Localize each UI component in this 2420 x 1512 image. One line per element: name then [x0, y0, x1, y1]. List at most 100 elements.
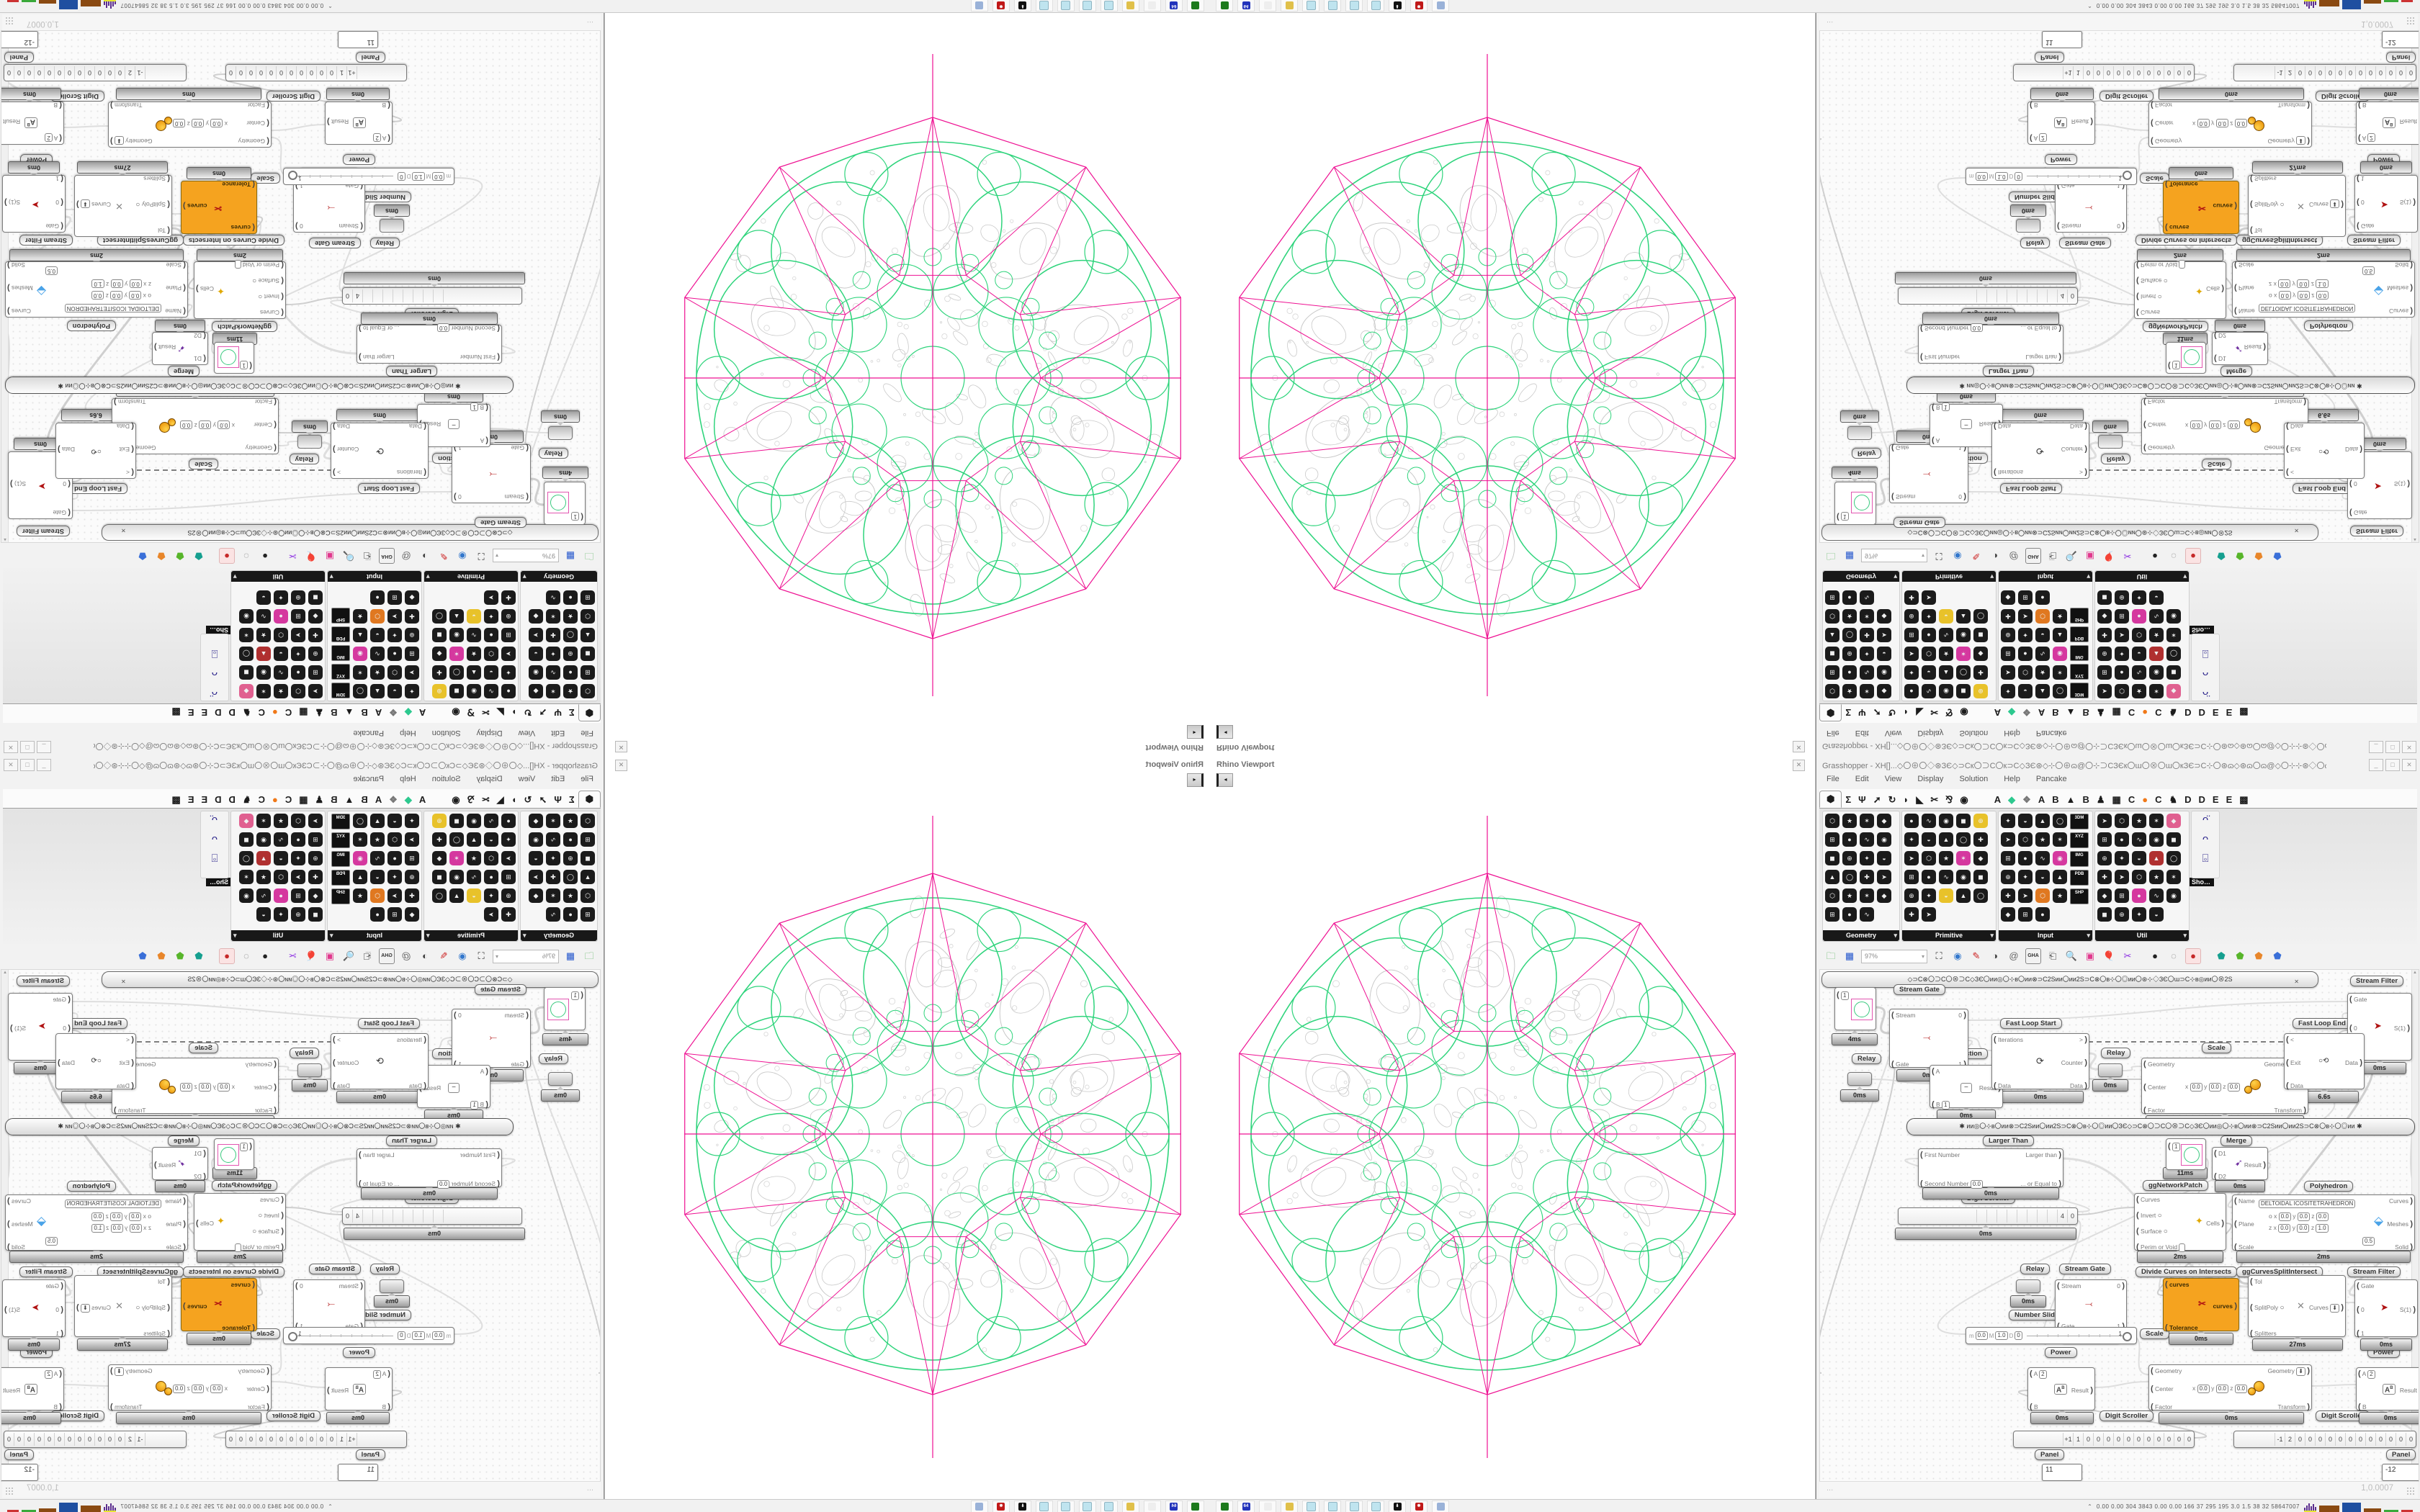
palette-icon[interactable]: ⊞	[2018, 907, 2033, 922]
component-orange[interactable]: ( curves( Tolerance curves ) ✂	[181, 1278, 257, 1332]
tab-10[interactable]: A	[418, 707, 426, 718]
palette-icon[interactable]: ◯	[1973, 609, 1988, 624]
menu-edit[interactable]: Edit	[1855, 775, 1869, 783]
digit-cell[interactable]	[373, 1210, 383, 1223]
goggles-info-icon[interactable]: ᴖ̈	[2202, 686, 2209, 698]
digit-scroller-widget[interactable]: -1 2 0 0 0 0 0 0 0 0 0 0 0 0	[2233, 64, 2416, 81]
close-button[interactable]: ✕	[4, 741, 18, 753]
goggles-curve-icon[interactable]: ᴖ	[211, 833, 218, 845]
palette-icon[interactable]: ⬡	[370, 888, 385, 903]
digit-cell[interactable]: 1	[337, 66, 347, 79]
tab-0[interactable]: ⬢	[578, 791, 601, 808]
palette-panel-label[interactable]: Input	[1999, 571, 2092, 582]
menu-view[interactable]: View	[1884, 729, 1902, 737]
palette-icon[interactable]: ▲	[353, 628, 367, 642]
palette-icon[interactable]: ✚	[1860, 628, 1874, 642]
preview-shaded-icon[interactable]: ●	[2185, 948, 2201, 964]
palette-icon[interactable]: ◆	[1877, 814, 1891, 828]
tab-25[interactable]: E	[2212, 707, 2219, 718]
palette-icon[interactable]: ⬡	[1825, 609, 1839, 624]
balloon-icon[interactable]: 🎈	[305, 950, 318, 961]
node-label-panel[interactable]: Panel	[2386, 1449, 2416, 1460]
tab-23[interactable]: D	[2184, 707, 2192, 718]
gha-icon[interactable]: GHA	[379, 948, 395, 964]
tab-5[interactable]: ◗	[1903, 794, 1909, 805]
palette-icon[interactable]: ➤	[484, 907, 498, 922]
digit-cell[interactable]: 0	[2143, 66, 2154, 79]
palette-icon[interactable]: ▲	[353, 870, 367, 884]
digit-cell[interactable]	[2037, 1210, 2047, 1223]
tab-4[interactable]: ↻	[1888, 794, 1896, 805]
palette-icon[interactable]: ◼	[239, 665, 254, 680]
palette-icon[interactable]: ✦	[2018, 870, 2033, 884]
node-label-ggnetworkpatch[interactable]: ggNetworkPatch	[2143, 321, 2208, 332]
digit-cell[interactable]: 0	[266, 1433, 277, 1446]
digit-cell[interactable]	[413, 1210, 424, 1223]
resize-grip[interactable]	[2406, 1487, 2415, 1495]
palette-panel-label[interactable]: Input	[328, 571, 421, 582]
tab-14[interactable]: B	[361, 794, 368, 805]
close-button[interactable]: ✕	[2402, 741, 2416, 753]
tab-1[interactable]: Σ	[568, 707, 575, 718]
component-orange[interactable]: ( curves( Tolerance curves ) ✂	[2163, 1278, 2239, 1332]
component-g27[interactable]: ( Tol( SplitPoly ○( Splitters Curves ⬇ ) ✕	[2248, 174, 2346, 237]
palette-icon[interactable]: ➤	[1877, 628, 1891, 642]
menu-edit[interactable]: Edit	[1855, 729, 1869, 737]
tab-12[interactable]: ❖	[389, 794, 398, 805]
digit-cell[interactable]	[393, 1210, 403, 1223]
tab-18[interactable]: ▦	[2112, 707, 2121, 718]
palette-icon[interactable]: ✶	[2149, 814, 2164, 828]
palette-icon[interactable]: ◆	[239, 684, 254, 698]
digit-cell[interactable]: 2	[2285, 66, 2295, 79]
palette-icon[interactable]: ◼	[308, 590, 323, 605]
palette-icon[interactable]: ◒	[370, 628, 385, 642]
component-param[interactable]: ( 1	[2166, 342, 2206, 374]
tab-11[interactable]: ◆	[2008, 794, 2016, 805]
node-canvas[interactable]: ◇⊃С⊗〇⊃С〇⊗⊃С◇ЗЄ〇ии◎〇⊹в〇ии⊗⊃С2Ѕии〇ии2Ѕ⊃С⊗〇…	[1819, 30, 2419, 543]
tab-22[interactable]: ♞	[242, 794, 251, 805]
palette-icon[interactable]: ⊞	[501, 628, 516, 642]
gem-teal-icon[interactable]: ⬟	[2217, 551, 2226, 562]
digit-cell[interactable]	[2027, 1210, 2037, 1223]
close-button[interactable]: ✕	[2402, 759, 2416, 771]
palette-icon[interactable]: ⊞	[387, 590, 402, 605]
palette-icon[interactable]: ✶	[1860, 814, 1874, 828]
palette-icon[interactable]: SHP	[2070, 608, 2089, 624]
palette-icon[interactable]: ●	[1922, 628, 1936, 642]
chevron-up-icon[interactable]: ⌃	[328, 2, 333, 9]
palette-icon[interactable]: ◆	[529, 609, 543, 624]
preview-eye-icon[interactable]: ◉	[1953, 551, 1962, 562]
goggles-info-icon[interactable]: ᴖ̈	[211, 814, 218, 826]
component-sg[interactable]: ( Stream( Gate 0 ) 1 ) ⤙	[452, 444, 531, 503]
component-lt[interactable]: ( First Number( Second Number 0.0 Larger …	[1918, 323, 2063, 364]
palette-icon[interactable]: ◯	[432, 888, 447, 903]
component-sg[interactable]: ( Stream( Gate 0 ) 1 ) ⤙	[293, 1279, 365, 1331]
disc-icon[interactable]	[1144, 1500, 1161, 1512]
palette-icon[interactable]: ●	[1842, 665, 1857, 680]
node-canvas[interactable]: ◇⊃С⊗〇⊃С〇⊗⊃С◇ЗЄ〇ии◎〇⊹в〇ии⊗⊃С2Ѕии〇ии2Ѕ⊃С⊗〇…	[1, 30, 601, 543]
tab-19[interactable]: C	[284, 707, 292, 718]
goggles-curve-icon[interactable]: ᴖ	[211, 667, 218, 679]
relay-node[interactable]	[2016, 219, 2040, 233]
file-tab-close-icon[interactable]: ✕	[121, 978, 126, 985]
node-label-stream-gate[interactable]: Stream Gate	[475, 984, 526, 995]
at-icon[interactable]: @	[2009, 551, 2019, 562]
palette-icon[interactable]: ●	[1904, 814, 1919, 828]
palette-panel-label[interactable]: Util	[231, 571, 325, 582]
palette-icon[interactable]: ✚	[405, 888, 419, 903]
palette-icon[interactable]: ➤	[2097, 684, 2112, 698]
palette-icon[interactable]: ★	[563, 684, 578, 698]
digit-cell[interactable]: 0	[256, 1433, 266, 1446]
component-param[interactable]: ( 1	[214, 1138, 254, 1170]
palette-icon[interactable]: ⬡	[2018, 665, 2033, 680]
palette-icon[interactable]: ▲	[1825, 628, 1839, 642]
tab-24[interactable]: D	[215, 794, 222, 805]
open-file-icon[interactable]: 🗀	[584, 551, 594, 562]
palette-icon[interactable]: ⬡	[581, 609, 595, 624]
palette-icon[interactable]: ⊞	[581, 907, 595, 922]
node-label-larger-than[interactable]: Larger Than	[1983, 1135, 2034, 1146]
digit-cell[interactable]: 4	[2057, 1210, 2067, 1223]
